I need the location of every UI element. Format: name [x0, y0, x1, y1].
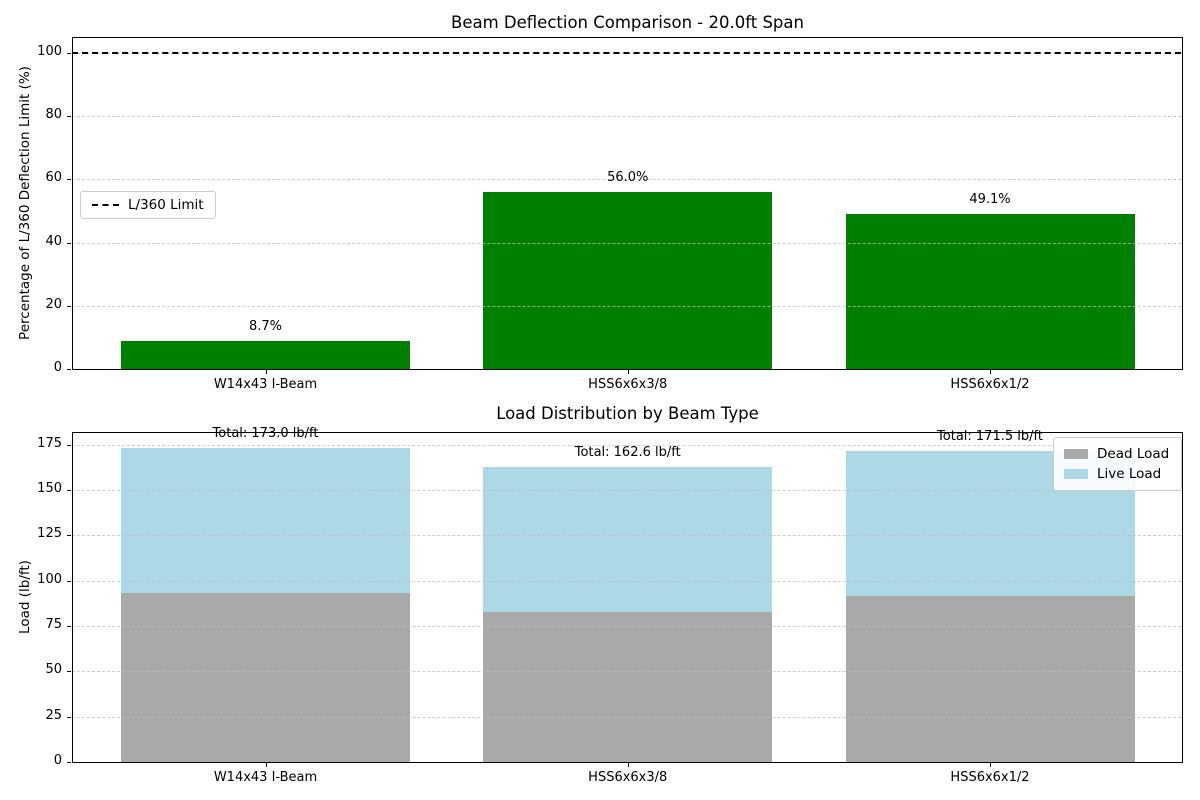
stacked-segment-dead-load-1 [483, 612, 773, 762]
gridline-60 [72, 179, 1181, 181]
y-tick-mark [67, 580, 71, 582]
y-tick-mark [67, 116, 71, 118]
y-tick-label: 80 [45, 107, 62, 123]
x-tick-label: HSS6x6x1/2 [950, 770, 1030, 785]
bar-value-label-0: 8.7% [248, 319, 283, 335]
live-load-swatch [1064, 469, 1088, 479]
y-tick-label: 60 [45, 170, 62, 186]
stacked-segment-dead-load-0 [121, 593, 410, 762]
y-tick-mark [67, 716, 71, 718]
l360-limit-legend-label: L/360 Limit [128, 197, 204, 213]
y-tick-label: 40 [45, 233, 62, 249]
dead-load-swatch [1064, 449, 1088, 459]
x-tick-label: HSS6x6x1/2 [950, 377, 1030, 392]
y-tick-mark [67, 490, 71, 492]
gridline-25 [72, 716, 1181, 718]
y-tick-label: 50 [45, 662, 62, 678]
total-label-0: Total: 173.0 lb/ft [212, 426, 319, 442]
y-tick-mark [67, 626, 71, 627]
x-tick-mark [265, 370, 267, 374]
x-tick-label: HSS6x6x3/8 [588, 377, 668, 392]
x-tick-mark [627, 370, 629, 374]
y-tick-label: 100 [37, 571, 62, 587]
y-tick-label: 0 [53, 753, 62, 768]
x-tick-mark [627, 763, 629, 767]
y-tick-mark [67, 762, 71, 763]
l360-limit-line [72, 51, 1181, 54]
y-tick-label: 150 [37, 481, 62, 497]
y-tick-mark [67, 305, 71, 307]
dead-load-legend-row: Dead Load [1064, 444, 1181, 464]
y-tick-mark [67, 369, 71, 370]
stacked-segment-live-load-0 [121, 448, 410, 594]
live-load-legend-row: Live Load [1064, 464, 1181, 484]
dead-load-legend-label: Dead Load [1097, 446, 1170, 462]
y-tick-label: 25 [45, 707, 62, 723]
bar-value-label-2: 49.1% [969, 191, 1011, 207]
bar-value-label-1: 56.0% [607, 169, 649, 185]
y-tick-mark [67, 242, 71, 244]
dashed-limit-line-swatch [92, 204, 119, 206]
gridline-40 [72, 242, 1181, 244]
y-tick-label: 75 [45, 617, 62, 632]
deflection-bar-0 [121, 341, 410, 369]
gridline-75 [72, 626, 1181, 627]
total-label-1: Total: 162.6 lb/ft [574, 445, 681, 461]
stacked-segment-live-load-1 [483, 467, 773, 613]
gridline-80 [72, 116, 1181, 118]
live-load-legend-label: Live Load [1097, 466, 1162, 482]
deflection-chart-title: Beam Deflection Comparison - 20.0ft Span [451, 13, 804, 32]
gridline-100 [72, 580, 1181, 582]
load-chart-title: Load Distribution by Beam Type [496, 404, 759, 423]
y-tick-label: 125 [37, 526, 62, 542]
stacked-segment-dead-load-2 [845, 596, 1135, 762]
y-tick-mark [67, 179, 71, 181]
x-tick-label: W14x43 I-Beam [213, 770, 318, 785]
x-tick-mark [990, 763, 991, 767]
load-legend: Dead Load Live Load [1053, 437, 1182, 491]
l360-limit-legend: L/360 Limit [80, 191, 216, 219]
gridline-175 [72, 444, 1181, 446]
gridline-125 [72, 535, 1181, 537]
deflection-bar-2 [845, 213, 1135, 369]
x-tick-mark [265, 763, 267, 767]
y-tick-mark [67, 671, 71, 673]
y-tick-mark [67, 535, 71, 537]
y-tick-label: 20 [45, 296, 62, 312]
y-tick-label: 175 [37, 435, 62, 451]
y-tick-mark [67, 52, 71, 54]
y-tick-mark [67, 444, 71, 446]
y-tick-label: 100 [37, 43, 62, 59]
gridline-150 [72, 490, 1181, 492]
gridline-20 [72, 305, 1181, 307]
x-tick-label: W14x43 I-Beam [213, 377, 318, 392]
gridline-50 [72, 671, 1181, 673]
deflection-bar-1 [483, 191, 773, 369]
x-tick-mark [990, 370, 991, 374]
y-tick-label: 0 [53, 360, 62, 375]
x-tick-label: HSS6x6x3/8 [588, 770, 668, 785]
